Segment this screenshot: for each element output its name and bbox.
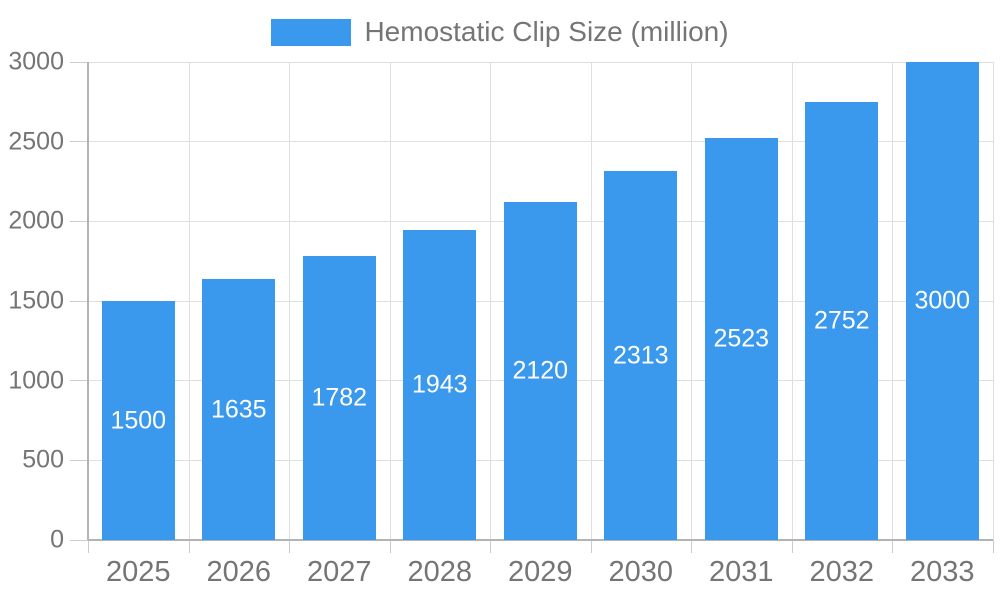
y-axis-label: 3000 (8, 47, 64, 76)
bar-2030[interactable] (604, 171, 678, 540)
y-axis-tick (70, 459, 88, 461)
y-axis-line (87, 62, 89, 540)
bar-value-label: 2313 (612, 341, 669, 370)
y-axis-label: 2000 (8, 206, 64, 235)
x-axis-tick (490, 540, 491, 553)
bar-value-label: 1635 (210, 395, 267, 424)
y-axis-label: 0 (50, 525, 64, 554)
vertical-gridline (892, 62, 893, 540)
bar-2025[interactable] (101, 301, 175, 540)
x-axis-label: 2028 (407, 556, 472, 588)
bar-2033[interactable] (905, 62, 979, 540)
x-axis-label: 2029 (507, 556, 573, 588)
x-axis-label: 2027 (306, 556, 372, 588)
x-axis-tick (188, 540, 190, 553)
vertical-gridline (289, 62, 290, 540)
bar-2026[interactable] (202, 279, 276, 540)
bar-value-label: 1782 (311, 383, 368, 412)
x-axis-tick (691, 540, 692, 553)
x-axis-label: 2032 (809, 556, 874, 588)
x-axis-tick (88, 540, 89, 553)
y-axis-tick (70, 61, 88, 63)
y-axis-label: 1500 (8, 286, 64, 315)
legend-label: Hemostatic Clip Size (million) (364, 16, 729, 47)
y-axis-label: 1000 (8, 366, 64, 395)
vertical-gridline (992, 62, 994, 540)
bar-value-label: 1943 (411, 370, 468, 399)
legend-swatch (271, 18, 352, 46)
y-axis-tick (70, 380, 88, 382)
y-axis-tick (70, 539, 88, 541)
x-axis-label: 2025 (105, 556, 171, 588)
vertical-gridline (791, 62, 793, 540)
vertical-gridline (490, 62, 491, 540)
y-axis-label: 500 (22, 445, 64, 474)
x-axis-tick (791, 540, 793, 553)
bar-value-label: 3000 (914, 286, 971, 315)
x-axis-label: 2033 (909, 556, 975, 588)
y-axis-label: 2500 (8, 127, 64, 156)
x-axis-tick (389, 540, 391, 553)
x-axis-tick (992, 540, 994, 553)
vertical-gridline (691, 62, 692, 540)
x-axis-tick (892, 540, 893, 553)
y-axis-tick (70, 300, 88, 302)
bar-2027[interactable] (302, 256, 376, 540)
x-axis-label: 2031 (708, 556, 774, 588)
x-axis-tick (590, 540, 592, 553)
bar-value-label: 2523 (713, 324, 770, 353)
horizontal-gridline (88, 61, 993, 63)
vertical-gridline (188, 62, 190, 540)
bar-2031[interactable] (704, 138, 778, 540)
horizontal-gridline (88, 141, 993, 143)
bar-value-label: 2120 (512, 356, 569, 385)
bar-2032[interactable] (805, 101, 879, 540)
x-axis-line (88, 539, 993, 541)
vertical-gridline (590, 62, 592, 540)
bar-2028[interactable] (403, 230, 477, 540)
bar-value-label: 2752 (813, 306, 870, 335)
legend[interactable]: Hemostatic Clip Size (million) (0, 16, 1000, 48)
x-axis-label: 2030 (608, 556, 673, 588)
vertical-gridline (389, 62, 391, 540)
bar-value-label: 1500 (110, 406, 167, 434)
x-axis-label: 2026 (206, 556, 271, 588)
bar-2029[interactable] (503, 202, 577, 540)
y-axis-tick (70, 220, 88, 222)
x-axis-tick (289, 540, 290, 553)
y-axis-tick (70, 141, 88, 143)
